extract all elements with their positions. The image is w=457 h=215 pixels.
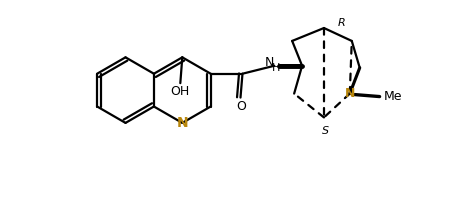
- Text: Me: Me: [383, 90, 402, 103]
- Text: R: R: [338, 18, 345, 28]
- Text: N: N: [176, 116, 188, 130]
- Text: S: S: [322, 126, 329, 136]
- Text: N: N: [265, 56, 274, 69]
- Text: H: H: [272, 63, 281, 73]
- Text: N: N: [345, 87, 355, 100]
- Text: OH: OH: [170, 85, 190, 98]
- Text: O: O: [237, 100, 246, 113]
